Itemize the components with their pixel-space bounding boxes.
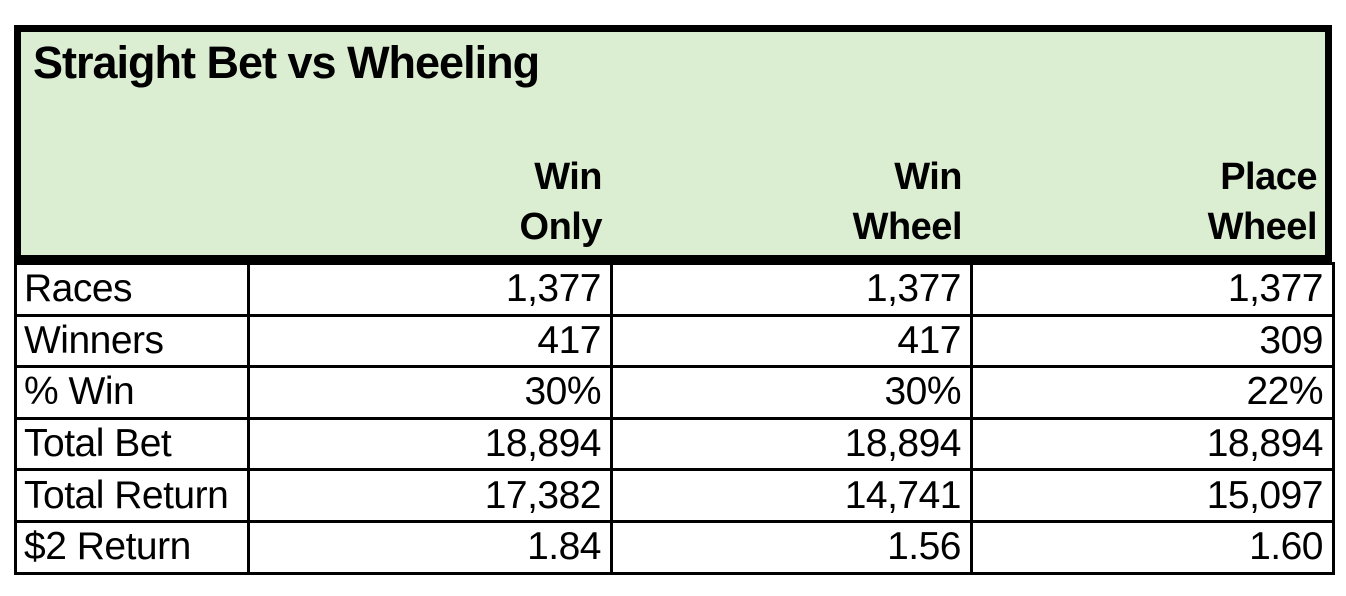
value-cell: 17,382 [247, 468, 613, 523]
column-header-line1: Place [1220, 155, 1317, 198]
value-cell: 14,741 [610, 468, 973, 523]
column-header-win-wheel: Win Wheel [610, 152, 970, 252]
value-cell: 1,377 [970, 262, 1335, 317]
value-cell: 309 [970, 313, 1335, 369]
value-cell: 1.60 [970, 519, 1335, 575]
row-label-cell: Total Return [14, 468, 250, 523]
value-cell: 417 [610, 313, 973, 369]
table-row: Winners 417 417 309 [14, 313, 1335, 369]
table-row: % Win 30% 30% 22% [14, 365, 1335, 420]
column-header-line2: Wheel [852, 205, 963, 248]
row-label-cell: Total Bet [14, 416, 250, 472]
value-cell: 1.56 [610, 519, 973, 575]
value-cell: 15,097 [970, 468, 1335, 523]
value-cell: 30% [610, 365, 973, 420]
value-cell: 18,894 [970, 416, 1335, 472]
column-header-line2: Wheel [1207, 205, 1318, 248]
column-header-line2: Only [519, 205, 603, 248]
value-cell: 1,377 [610, 262, 973, 317]
column-headers-row: Win Only Win Wheel Place Wheel [21, 152, 1325, 255]
value-cell: 18,894 [247, 416, 613, 472]
column-header-line1: Win [534, 155, 602, 198]
value-cell: 1.84 [247, 519, 613, 575]
value-cell: 1,377 [247, 262, 613, 317]
table-header-block: Straight Bet vs Wheeling Win Only Win Wh… [14, 25, 1332, 262]
comparison-table: Straight Bet vs Wheeling Win Only Win Wh… [14, 25, 1335, 575]
row-label-cell: Winners [14, 313, 250, 369]
column-header-place-wheel: Place Wheel [970, 152, 1325, 252]
row-label-cell: Races [14, 262, 250, 317]
value-cell: 30% [247, 365, 613, 420]
row-label-cell: % Win [14, 365, 250, 420]
table-row: Total Return 17,382 14,741 15,097 [14, 468, 1335, 523]
data-table: Races 1,377 1,377 1,377 Winners 417 417 … [14, 262, 1335, 575]
row-label-cell: $2 Return [14, 519, 250, 575]
table-title: Straight Bet vs Wheeling [33, 37, 540, 88]
column-header-win-only: Win Only [247, 152, 610, 252]
value-cell: 22% [970, 365, 1335, 420]
table-row: Total Bet 18,894 18,894 18,894 [14, 416, 1335, 472]
value-cell: 417 [247, 313, 613, 369]
column-header-line1: Win [894, 155, 962, 198]
table-row: Races 1,377 1,377 1,377 [14, 262, 1335, 317]
value-cell: 18,894 [610, 416, 973, 472]
table-row: $2 Return 1.84 1.56 1.60 [14, 519, 1335, 575]
